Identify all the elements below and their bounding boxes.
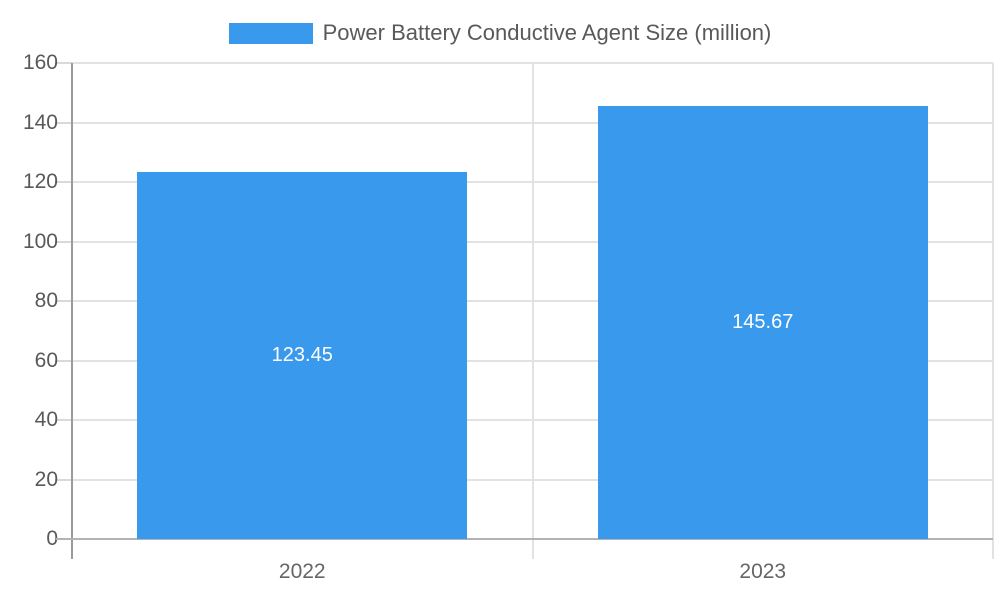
- chart-legend[interactable]: Power Battery Conductive Agent Size (mil…: [0, 20, 1000, 46]
- y-tick-label: 0: [46, 527, 58, 550]
- x-axis-line: [56, 538, 993, 540]
- y-tick-label: 60: [34, 348, 58, 372]
- y-axis-tick: [55, 419, 72, 421]
- legend-swatch: [228, 22, 313, 44]
- category-boundary-line: [992, 63, 994, 559]
- bar: [137, 171, 468, 539]
- legend-label: Power Battery Conductive Agent Size (mil…: [322, 20, 772, 45]
- y-tick-label: 100: [22, 229, 58, 253]
- y-axis-tick: [55, 300, 72, 302]
- y-axis-tick: [55, 478, 72, 481]
- y-tick-label: 120: [22, 170, 58, 193]
- bar-value-label: 145.67: [732, 311, 794, 334]
- y-axis-tick: [55, 181, 72, 183]
- y-axis-tick: [55, 62, 72, 64]
- bar-value-label: 123.45: [271, 344, 333, 367]
- y-tick-label: 40: [34, 408, 58, 431]
- y-tick-label: 20: [34, 467, 58, 491]
- y-axis-line: [71, 63, 73, 559]
- y-axis-tick: [55, 240, 72, 243]
- y-tick-label: 80: [34, 289, 58, 312]
- category-boundary-line: [531, 63, 534, 559]
- y-axis-tick: [55, 121, 72, 124]
- y-tick-label: 160: [22, 51, 58, 74]
- y-axis-tick: [55, 359, 72, 362]
- x-tick-label: 2023: [739, 560, 787, 583]
- x-tick-label: 2022: [278, 560, 326, 583]
- bar: [597, 105, 928, 539]
- y-tick-label: 140: [22, 110, 58, 134]
